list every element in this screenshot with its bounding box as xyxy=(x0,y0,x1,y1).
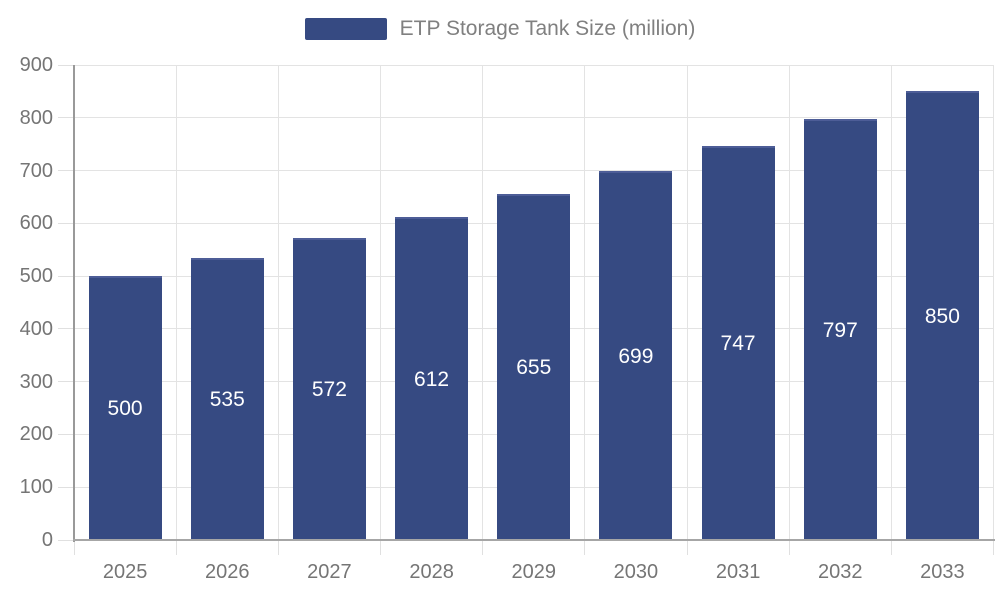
gridline-horizontal xyxy=(74,117,994,119)
bar[interactable]: 797 xyxy=(803,119,877,540)
bar-value-label: 535 xyxy=(209,387,245,411)
bar-value-label: 572 xyxy=(311,378,347,402)
x-axis-tick-label: 2025 xyxy=(102,561,148,583)
x-axis-tick xyxy=(686,540,688,555)
y-axis-tick-label: 700 xyxy=(19,159,53,182)
gridline-vertical xyxy=(277,65,279,540)
bar[interactable]: 572 xyxy=(292,238,366,540)
y-axis-tick xyxy=(58,222,74,224)
legend-swatch xyxy=(304,18,387,40)
bar[interactable]: 699 xyxy=(599,171,673,540)
y-axis-tick xyxy=(58,328,74,330)
bar[interactable]: 500 xyxy=(88,276,162,540)
y-axis-tick xyxy=(58,117,74,119)
x-axis-tick-label: 2029 xyxy=(511,561,556,583)
x-axis-tick xyxy=(890,540,892,555)
x-axis-line xyxy=(72,539,995,541)
y-axis-tick-label: 500 xyxy=(19,265,53,288)
y-axis-tick xyxy=(58,275,74,277)
x-axis-tick-label: 2027 xyxy=(307,561,352,583)
bar[interactable]: 535 xyxy=(190,257,264,540)
y-axis-tick-label: 200 xyxy=(19,423,53,446)
y-axis-tick xyxy=(58,486,74,488)
gridline-vertical xyxy=(380,65,381,540)
bar-value-label: 850 xyxy=(924,304,960,328)
x-axis-tick xyxy=(584,540,586,555)
bar-value-label: 500 xyxy=(107,397,143,421)
legend-label: ETP Storage Tank Size (million) xyxy=(399,17,696,40)
y-axis-tick xyxy=(58,381,74,383)
gridline-vertical xyxy=(788,65,790,540)
legend-item[interactable]: ETP Storage Tank Size (million) xyxy=(0,18,1000,40)
gridline-vertical xyxy=(890,65,892,540)
bar-value-label: 699 xyxy=(618,344,654,368)
bar-value-label: 655 xyxy=(516,356,552,380)
bar[interactable]: 850 xyxy=(905,91,979,540)
gridline-vertical xyxy=(584,65,586,540)
y-axis-tick-label: 0 xyxy=(41,529,53,551)
x-axis-tick-label: 2031 xyxy=(715,561,761,583)
gridline-vertical xyxy=(993,65,994,540)
x-axis-tick xyxy=(175,540,177,555)
gridline-horizontal xyxy=(74,64,994,66)
bar-value-label: 612 xyxy=(414,367,450,391)
gridline-vertical xyxy=(482,65,484,540)
y-axis-tick xyxy=(58,170,74,172)
bar[interactable]: 655 xyxy=(497,194,571,540)
x-axis-tick xyxy=(993,540,994,555)
bar-value-label: 747 xyxy=(720,331,756,355)
x-axis-tick-label: 2026 xyxy=(204,561,250,583)
gridline-vertical xyxy=(175,65,177,540)
y-axis-tick-label: 100 xyxy=(19,476,53,499)
y-axis-tick-label: 900 xyxy=(19,54,53,76)
x-axis-tick xyxy=(277,540,279,555)
x-axis-tick-label: 2030 xyxy=(613,561,659,583)
gridline-vertical xyxy=(686,65,688,540)
x-axis-tick-label: 2028 xyxy=(409,561,454,583)
x-axis-tick xyxy=(73,540,75,555)
gridline-horizontal xyxy=(74,170,994,172)
x-axis-tick-label: 2032 xyxy=(817,561,863,583)
y-axis-tick-label: 600 xyxy=(19,212,53,235)
y-axis-tick-label: 400 xyxy=(19,317,53,340)
x-axis-tick-label: 2033 xyxy=(920,561,965,583)
y-axis-tick-label: 800 xyxy=(19,106,53,129)
x-axis-tick xyxy=(788,540,790,555)
y-axis-tick xyxy=(58,539,74,541)
y-axis-tick xyxy=(58,433,74,435)
bar[interactable]: 612 xyxy=(395,217,469,540)
bar-value-label: 797 xyxy=(822,318,858,342)
y-axis-tick-label: 300 xyxy=(19,370,53,393)
y-axis-tick xyxy=(58,64,74,66)
x-axis-tick xyxy=(380,540,381,555)
y-axis-line xyxy=(72,65,75,542)
bar[interactable]: 747 xyxy=(701,145,775,540)
x-axis-tick xyxy=(482,540,484,555)
